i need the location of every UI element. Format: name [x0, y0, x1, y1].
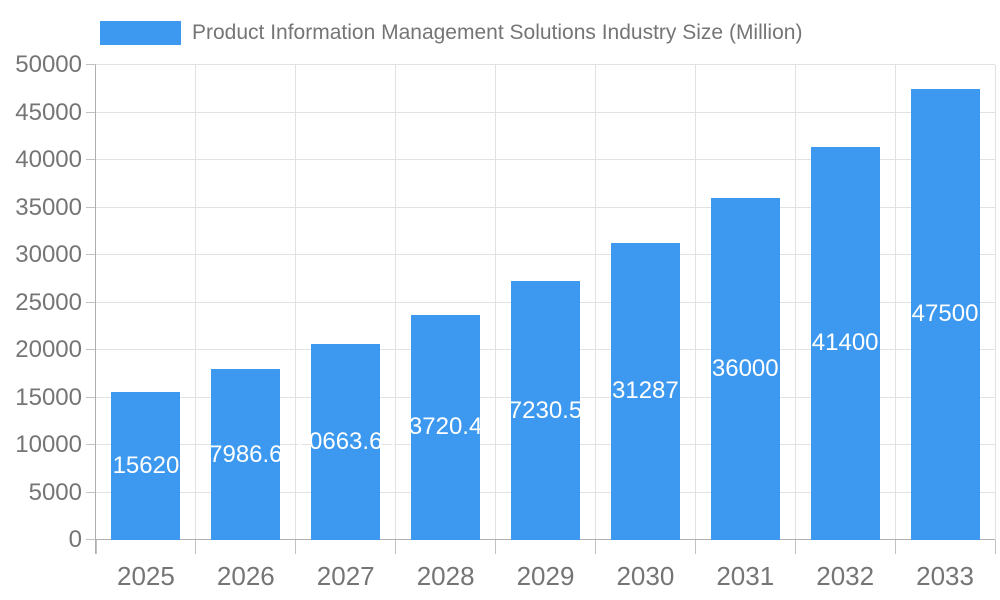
y-axis-label: 35000	[15, 193, 82, 221]
legend-label: Product Information Management Solutions…	[192, 21, 803, 44]
x-axis-label: 2026	[216, 561, 275, 591]
y-gridline	[96, 111, 995, 113]
y-axis-label: 50000	[15, 51, 82, 78]
x-gridline	[195, 65, 197, 540]
bar-2030	[610, 242, 680, 540]
y-axis-tick	[86, 206, 96, 208]
y-axis-tick	[86, 64, 96, 65]
x-gridline	[994, 65, 996, 540]
x-axis-tick	[495, 540, 497, 554]
bar-2028	[411, 314, 481, 540]
y-axis-tick	[86, 159, 96, 160]
x-axis-label: 2025	[117, 561, 175, 591]
y-axis-label: 40000	[15, 146, 82, 173]
y-axis-label: 5000	[28, 478, 82, 506]
bar-2033	[910, 88, 980, 540]
y-axis-tick	[86, 111, 96, 113]
x-axis-label: 2031	[716, 561, 775, 591]
y-gridline	[96, 64, 995, 65]
x-gridline	[495, 65, 497, 540]
bar-2032	[810, 146, 880, 540]
bar-value-label: 31287	[612, 377, 679, 405]
y-axis-tick	[86, 444, 96, 445]
x-gridline	[694, 65, 696, 540]
x-gridline	[395, 65, 397, 540]
x-axis-tick	[894, 540, 896, 554]
bar-2026	[211, 369, 281, 540]
x-axis-tick	[295, 540, 297, 554]
x-gridline	[295, 65, 297, 540]
x-axis-label: 2027	[316, 561, 375, 591]
y-axis-label: 45000	[15, 98, 82, 126]
bar-2029	[511, 281, 580, 540]
x-axis-label: 2032	[816, 561, 875, 591]
y-gridline	[96, 254, 995, 255]
x-axis-label: 2029	[516, 561, 575, 591]
y-axis-label: 20000	[15, 336, 82, 363]
y-axis-tick	[86, 491, 96, 493]
bar-value-label: 47500	[911, 300, 979, 328]
chart-legend-item[interactable]: Product Information Management Solutions…	[100, 18, 802, 48]
x-axis-tick	[594, 540, 596, 554]
x-gridline	[594, 65, 596, 540]
bar-2031	[710, 198, 780, 540]
x-gridline	[894, 65, 896, 540]
bar-value-label: 15620	[112, 451, 180, 479]
y-axis-tick	[86, 396, 96, 398]
x-axis-tick	[395, 540, 397, 554]
bar-value-label: 23720.48	[395, 413, 496, 441]
bar-value-label: 17986.63	[195, 440, 296, 468]
bar-value-label: 36000	[711, 355, 779, 382]
bar-value-label: 41400	[811, 329, 879, 357]
y-axis-label: 0	[68, 526, 82, 553]
y-axis-tick	[86, 254, 96, 255]
y-axis-label: 15000	[15, 383, 82, 411]
x-axis-label: 2033	[916, 561, 974, 591]
x-axis-tick	[195, 540, 197, 554]
y-axis-tick	[86, 539, 96, 540]
x-axis-tick	[95, 540, 97, 554]
y-axis-line	[95, 65, 96, 554]
bar-value-label: 20663.69	[295, 427, 396, 455]
x-axis-tick	[994, 540, 996, 554]
bar-2027	[311, 343, 381, 540]
y-axis-label: 10000	[15, 431, 82, 458]
y-axis-tick	[86, 349, 96, 350]
y-axis-tick	[86, 301, 96, 303]
x-axis-label: 2030	[616, 561, 675, 591]
bar-value-label: 27230.52	[495, 396, 596, 424]
y-gridline	[96, 206, 995, 208]
x-axis-label: 2028	[416, 561, 475, 591]
y-axis-label: 30000	[15, 241, 82, 268]
legend-swatch	[100, 21, 181, 45]
y-axis-label: 25000	[15, 288, 82, 316]
x-axis-tick	[794, 540, 796, 554]
x-axis-tick	[694, 540, 696, 554]
y-gridline	[96, 159, 995, 160]
x-gridline	[794, 65, 796, 540]
bar-2025	[111, 391, 181, 540]
